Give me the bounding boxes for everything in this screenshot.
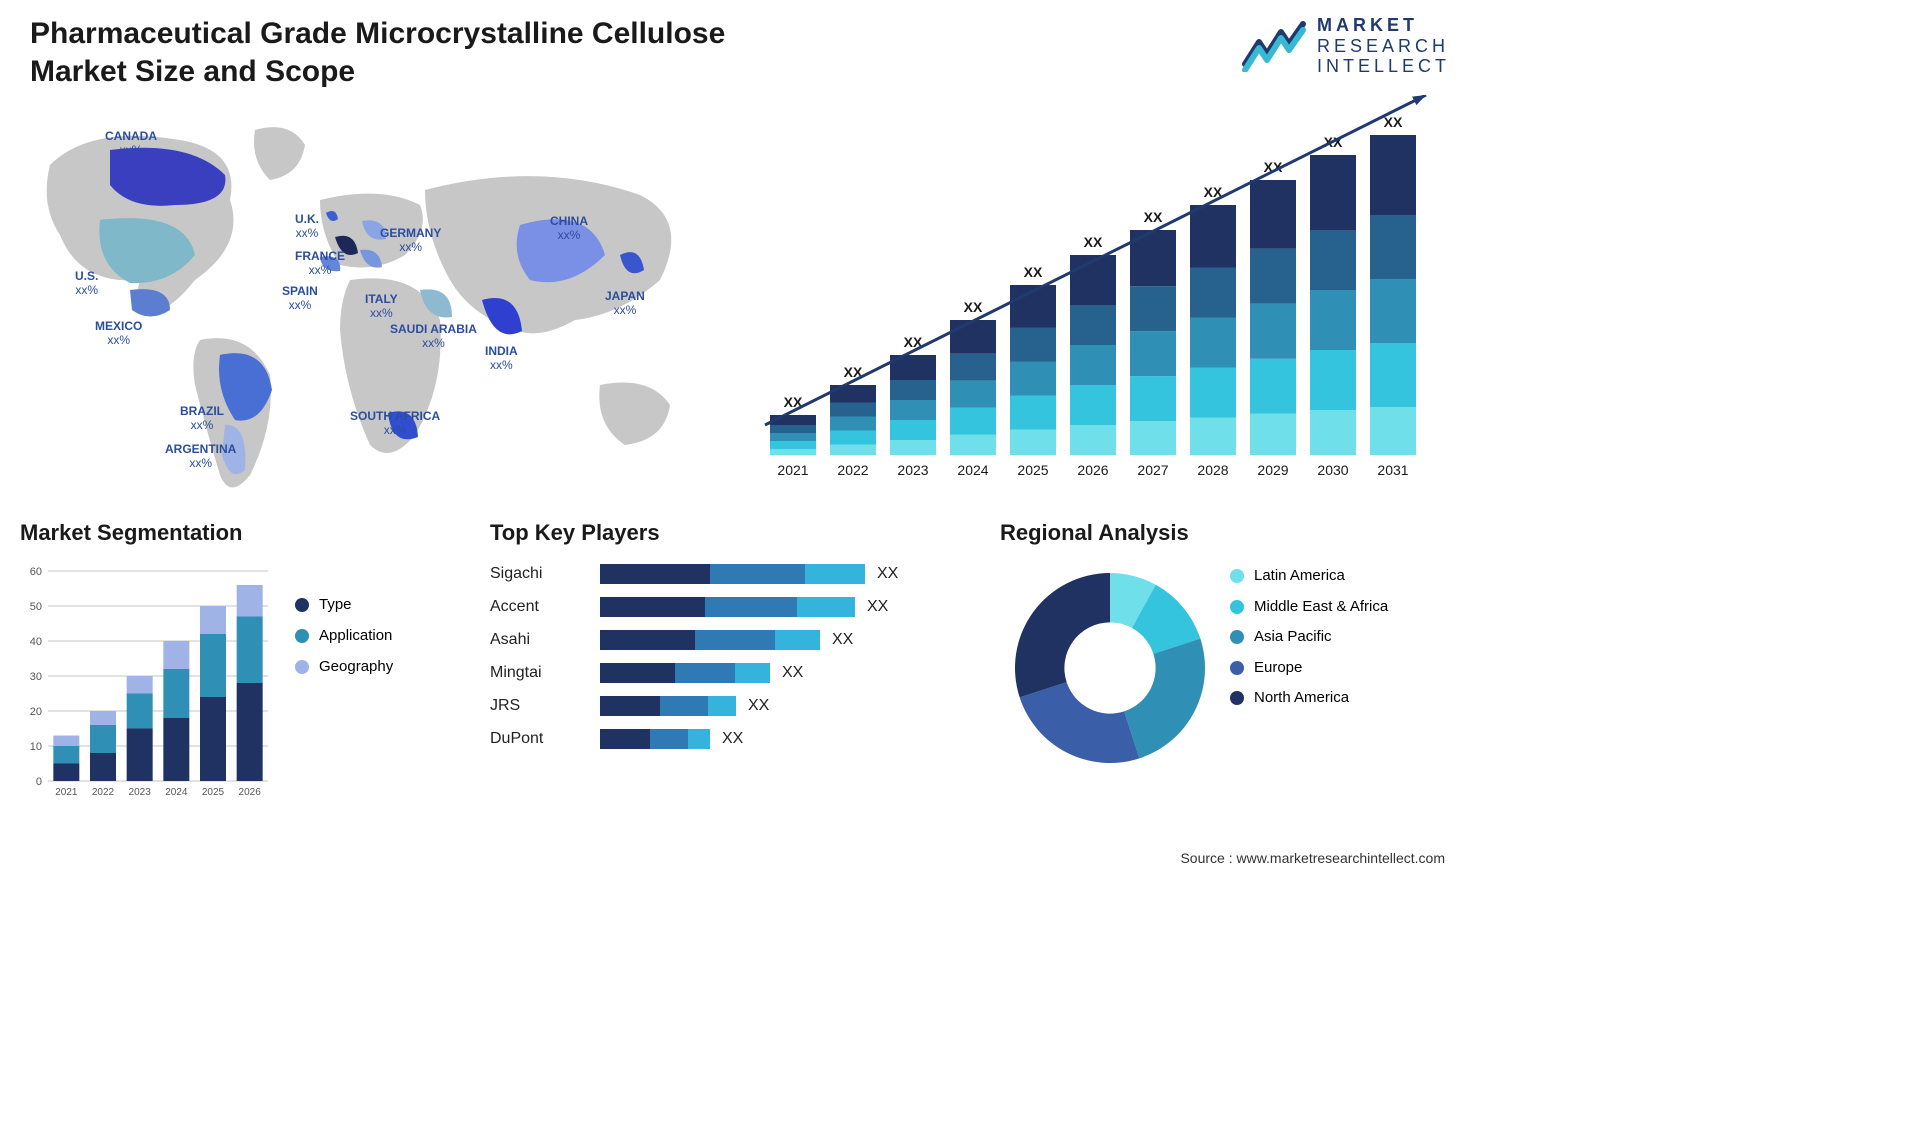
region-legend-item: Middle East & Africa	[1230, 599, 1388, 616]
map-label-japan: JAPANxx%	[605, 290, 645, 318]
map-label-spain: SPAINxx%	[282, 285, 318, 313]
player-name: Accent	[490, 598, 600, 616]
regional-title: Regional Analysis	[1000, 520, 1440, 546]
svg-text:2023: 2023	[897, 462, 928, 478]
svg-text:20: 20	[30, 706, 42, 718]
player-row: Mingtai XX	[490, 663, 970, 683]
region-legend-item: Latin America	[1230, 568, 1388, 585]
svg-text:XX: XX	[964, 299, 983, 315]
player-name: Sigachi	[490, 565, 600, 583]
player-row: Sigachi XX	[490, 564, 970, 584]
player-value: XX	[748, 697, 769, 715]
player-row: DuPont XX	[490, 729, 970, 749]
svg-text:2021: 2021	[55, 787, 78, 798]
map-label-france: FRANCExx%	[295, 250, 345, 278]
region-legend-item: North America	[1230, 690, 1388, 707]
region-legend-item: Europe	[1230, 660, 1388, 677]
svg-text:40: 40	[30, 636, 42, 648]
map-label-italy: ITALYxx%	[365, 293, 398, 321]
svg-text:2025: 2025	[202, 787, 225, 798]
player-value: XX	[867, 598, 888, 616]
segmentation-legend-item: Type	[295, 596, 393, 613]
map-label-mexico: MEXICOxx%	[95, 320, 142, 348]
market-segmentation-section: Market Segmentation 0 10 20 30 40 50 60 2021 202…	[20, 520, 460, 806]
logo-text: MARKET RESEARCH INTELLECT	[1317, 15, 1450, 77]
svg-text:2028: 2028	[1197, 462, 1228, 478]
segmentation-legend-item: Geography	[295, 658, 393, 675]
map-label-saudi: SAUDI ARABIAxx%	[390, 323, 477, 351]
player-bar	[600, 597, 855, 617]
svg-text:2024: 2024	[957, 462, 988, 478]
player-row: Accent XX	[490, 597, 970, 617]
map-label-germany: GERMANYxx%	[380, 227, 441, 255]
svg-text:30: 30	[30, 671, 42, 683]
page-title: Pharmaceutical Grade Microcrystalline Ce…	[30, 15, 730, 90]
player-name: DuPont	[490, 730, 600, 748]
regional-donut-chart	[1000, 558, 1220, 778]
player-value: XX	[782, 664, 803, 682]
key-players-section: Top Key Players Sigachi XX Accent XX Asahi XX…	[490, 520, 970, 762]
svg-text:2026: 2026	[239, 787, 262, 798]
map-label-china: CHINAxx%	[550, 215, 588, 243]
map-label-canada: CANADAxx%	[105, 130, 157, 158]
region-legend-item: Asia Pacific	[1230, 629, 1388, 646]
growth-bar-chart: XX2021XX2022XX2023XX2024XX2025XX2026XX20…	[750, 95, 1440, 495]
player-value: XX	[722, 730, 743, 748]
regional-legend: Latin America Middle East & Africa Asia Pa…	[1220, 558, 1388, 778]
brand-logo: MARKET RESEARCH INTELLECT	[1241, 15, 1450, 77]
svg-text:0: 0	[36, 776, 42, 788]
world-map: CANADAxx% U.S.xx% MEXICOxx% BRAZILxx% ARGENT…	[20, 105, 720, 505]
svg-text:50: 50	[30, 601, 42, 613]
svg-text:XX: XX	[1384, 114, 1403, 130]
player-value: XX	[877, 565, 898, 583]
svg-text:2029: 2029	[1257, 462, 1288, 478]
map-label-argentina: ARGENTINAxx%	[165, 443, 236, 471]
svg-text:2022: 2022	[92, 787, 115, 798]
svg-text:2030: 2030	[1317, 462, 1348, 478]
svg-text:2025: 2025	[1017, 462, 1048, 478]
svg-text:2022: 2022	[837, 462, 868, 478]
segmentation-legend-item: Application	[295, 627, 393, 644]
svg-text:60: 60	[30, 566, 42, 578]
svg-text:2027: 2027	[1137, 462, 1168, 478]
player-name: Asahi	[490, 631, 600, 649]
svg-text:XX: XX	[1084, 234, 1103, 250]
player-bar	[600, 564, 865, 584]
map-label-india: INDIAxx%	[485, 345, 518, 373]
svg-text:2021: 2021	[777, 462, 808, 478]
source-attribution: Source : www.marketresearchintellect.com	[1180, 850, 1445, 866]
player-value: XX	[832, 631, 853, 649]
svg-text:10: 10	[30, 741, 42, 753]
player-row: Asahi XX	[490, 630, 970, 650]
segmentation-chart: 0 10 20 30 40 50 60 2021 2022 2023 2024 2025 2026	[20, 556, 280, 806]
key-players-title: Top Key Players	[490, 520, 970, 546]
svg-text:2031: 2031	[1377, 462, 1408, 478]
svg-text:2026: 2026	[1077, 462, 1108, 478]
player-row: JRS XX	[490, 696, 970, 716]
map-label-safrica: SOUTH AFRICAxx%	[350, 410, 440, 438]
player-name: Mingtai	[490, 664, 600, 682]
player-bar	[600, 696, 736, 716]
logo-mark-icon	[1241, 20, 1307, 72]
map-label-brazil: BRAZILxx%	[180, 405, 224, 433]
player-bar	[600, 729, 710, 749]
player-bar	[600, 663, 770, 683]
map-label-us: U.S.xx%	[75, 270, 98, 298]
regional-analysis-section: Regional Analysis Latin America Middle Ea…	[1000, 520, 1440, 778]
player-bar	[600, 630, 820, 650]
segmentation-title: Market Segmentation	[20, 520, 460, 546]
svg-text:2024: 2024	[165, 787, 188, 798]
svg-text:2023: 2023	[129, 787, 152, 798]
svg-text:XX: XX	[1144, 209, 1163, 225]
svg-text:XX: XX	[1024, 264, 1043, 280]
segmentation-legend: Type Application Geography	[280, 556, 393, 806]
map-label-uk: U.K.xx%	[295, 213, 319, 241]
player-name: JRS	[490, 697, 600, 715]
